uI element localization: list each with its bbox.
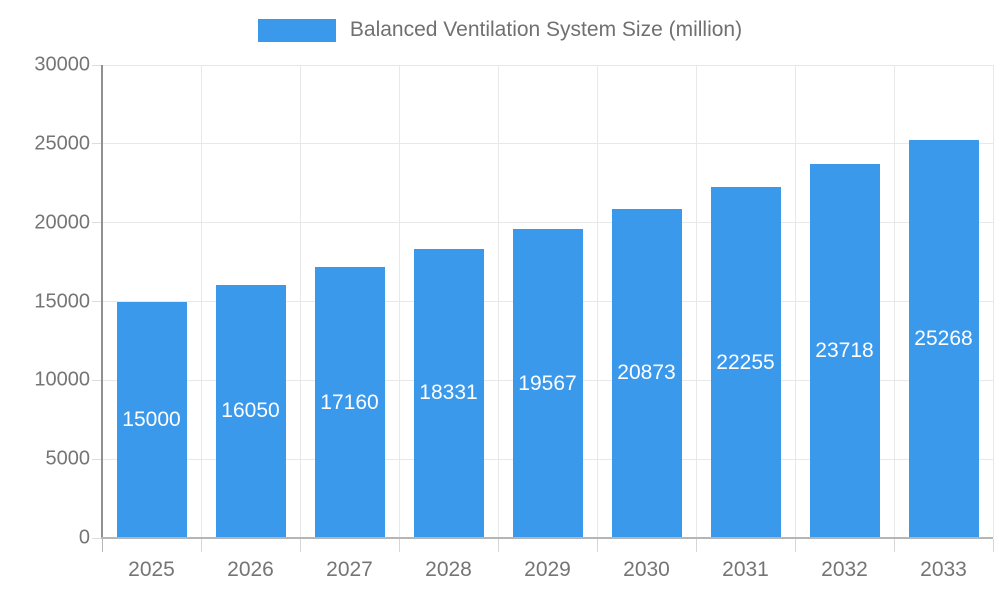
y-tick-label-25000: 25000 (34, 132, 90, 155)
gridline-vertical (596, 65, 598, 538)
x-tick-label-2027: 2027 (326, 558, 373, 581)
bar-2032[interactable] (809, 164, 880, 537)
gridline-vertical (497, 65, 499, 538)
bar-value-label-2029: 19567 (518, 371, 577, 395)
y-tick-label-5000: 5000 (45, 447, 91, 470)
bar-2029[interactable] (512, 229, 583, 537)
bar-2031[interactable] (710, 187, 781, 537)
x-axis-tick (299, 539, 301, 552)
y-axis-line (101, 65, 103, 539)
y-axis-tick (92, 143, 102, 145)
gridline-horizontal (102, 64, 993, 66)
y-axis-tick (92, 64, 102, 66)
bar-value-label-2032: 23718 (815, 339, 874, 363)
y-axis-tick (92, 458, 102, 460)
bar-value-label-2025: 15000 (122, 407, 181, 431)
x-axis-tick (497, 539, 499, 552)
x-tick-label-2028: 2028 (425, 558, 472, 581)
y-axis-tick (92, 222, 102, 224)
bar-value-label-2030: 20873 (617, 361, 676, 385)
x-tick-label-2030: 2030 (623, 558, 670, 581)
y-tick-label-0: 0 (78, 526, 90, 549)
y-tick-label-15000: 15000 (34, 290, 90, 312)
gridline-vertical (398, 65, 400, 538)
x-axis-line (101, 537, 993, 539)
x-axis-tick (101, 539, 103, 552)
gridline-vertical (992, 65, 994, 538)
bar-value-label-2027: 17160 (320, 390, 379, 414)
gridline-vertical (695, 65, 697, 538)
y-tick-label-10000: 10000 (34, 368, 90, 391)
gridline-vertical (299, 65, 301, 538)
gridline-vertical (893, 65, 895, 538)
y-tick-label-20000: 20000 (34, 211, 90, 234)
bar-value-label-2031: 22255 (716, 350, 775, 374)
bar-value-label-2028: 18331 (419, 381, 478, 405)
x-axis-tick (992, 539, 994, 552)
gridline-horizontal (102, 143, 993, 145)
x-axis-tick (695, 539, 697, 552)
x-tick-label-2033: 2033 (920, 558, 967, 581)
legend-label: Balanced Ventilation System Size (millio… (349, 18, 743, 41)
gridline-vertical (200, 65, 202, 538)
x-axis-tick (200, 539, 202, 552)
y-axis-tick (92, 379, 102, 381)
bar-2027[interactable] (314, 267, 385, 537)
legend-item[interactable]: Balanced Ventilation System Size (millio… (0, 18, 1000, 42)
x-axis-tick (398, 539, 400, 552)
bar-value-label-2033: 25268 (914, 326, 973, 350)
y-tick-label-30000: 30000 (34, 53, 90, 76)
gridline-vertical (794, 65, 796, 538)
x-axis-tick (893, 539, 895, 552)
bar-value-label-2026: 16050 (221, 399, 280, 423)
y-axis-tick (92, 301, 102, 302)
x-axis-tick (794, 539, 796, 552)
bar-2030[interactable] (611, 208, 682, 537)
x-tick-label-2031: 2031 (722, 558, 769, 581)
x-tick-label-2026: 2026 (227, 558, 274, 581)
bar-2025[interactable] (116, 301, 187, 537)
bar-2028[interactable] (413, 248, 484, 537)
bar-2033[interactable] (908, 139, 979, 537)
x-tick-label-2032: 2032 (821, 558, 868, 581)
legend-swatch (257, 18, 336, 42)
bar-2026[interactable] (215, 284, 286, 537)
gridline-horizontal (102, 222, 993, 224)
y-axis-tick (92, 537, 102, 539)
x-tick-label-2029: 2029 (524, 558, 571, 581)
x-axis-tick (596, 539, 598, 552)
x-tick-label-2025: 2025 (128, 558, 175, 581)
